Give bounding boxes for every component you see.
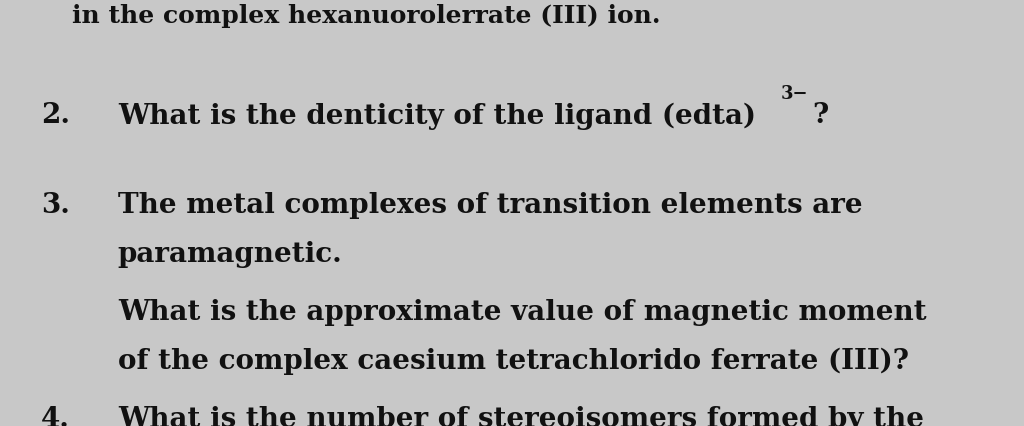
Text: What is the number of stereoisomers formed by the: What is the number of stereoisomers form…: [118, 405, 924, 426]
Text: 2.: 2.: [41, 102, 70, 129]
Text: paramagnetic.: paramagnetic.: [118, 241, 342, 268]
Text: in the complex hexanuorolerrate (III) ion.: in the complex hexanuorolerrate (III) io…: [72, 4, 660, 28]
Text: 3−: 3−: [780, 85, 808, 103]
Text: of the complex caesium tetrachlorido ferrate (III)?: of the complex caesium tetrachlorido fer…: [118, 347, 908, 374]
Text: 4.: 4.: [41, 405, 70, 426]
Text: ?: ?: [812, 102, 828, 129]
Text: What is the approximate value of magnetic moment: What is the approximate value of magneti…: [118, 298, 927, 325]
Text: 3.: 3.: [41, 192, 70, 219]
Text: The metal complexes of transition elements are: The metal complexes of transition elemen…: [118, 192, 862, 219]
Text: What is the denticity of the ligand (edta): What is the denticity of the ligand (edt…: [118, 102, 756, 130]
